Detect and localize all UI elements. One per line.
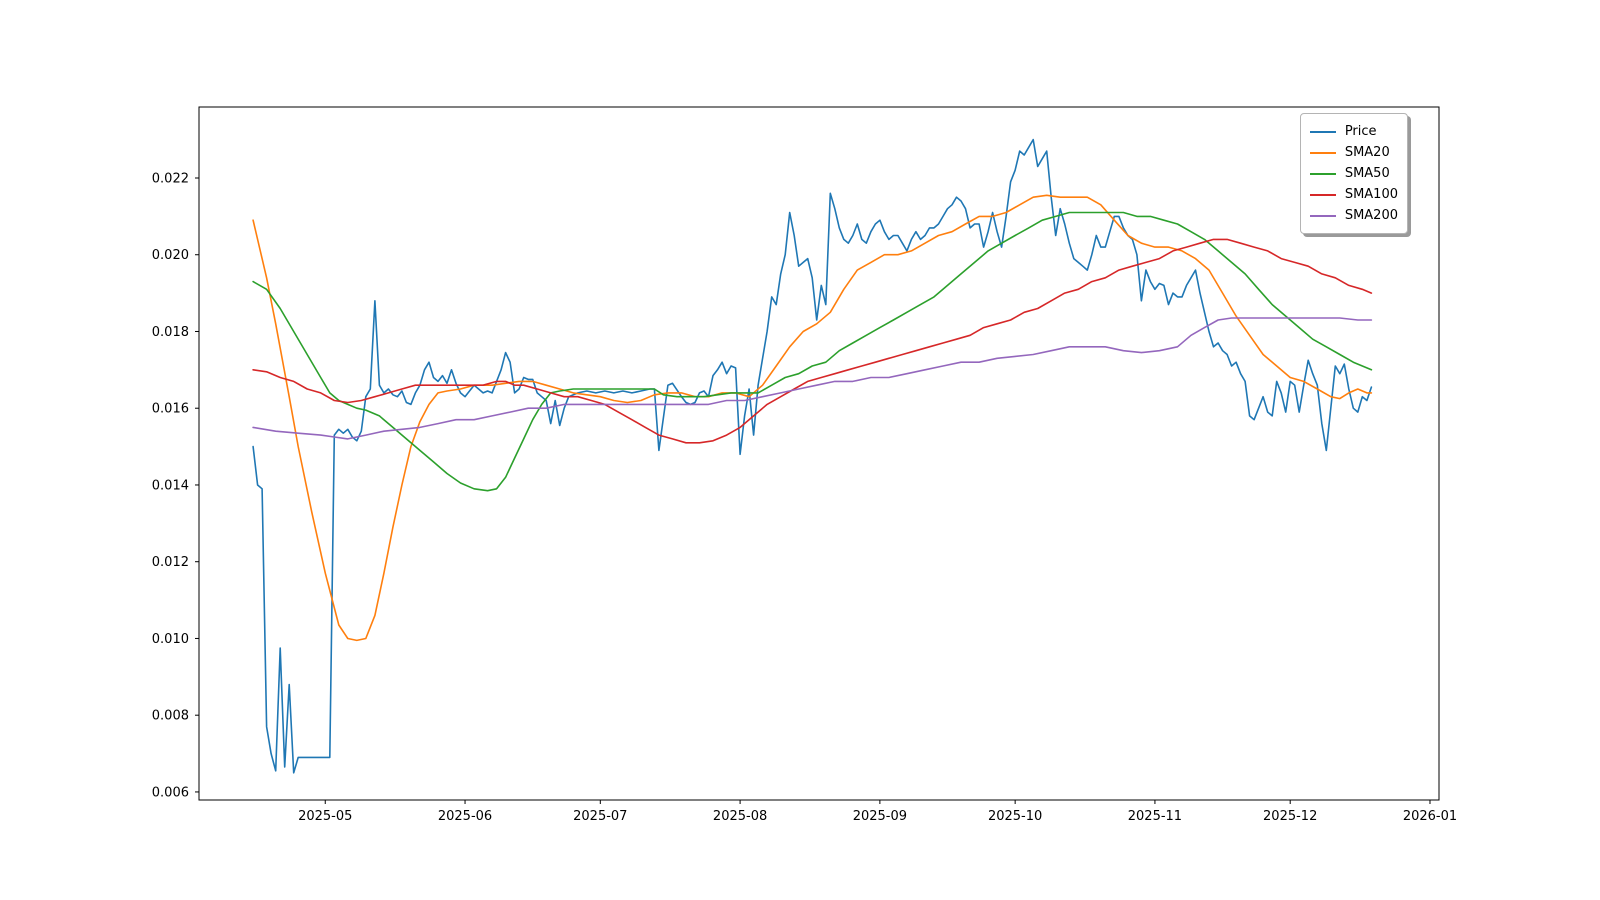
x-tick-label-2025-06: 2025-06 [438, 809, 492, 824]
legend-item-sma100: SMA100 [1309, 184, 1398, 205]
y-tick-label-0.016: 0.016 [152, 402, 189, 417]
sma20-line-sample [1309, 151, 1336, 154]
y-tick-label-0.022: 0.022 [152, 171, 189, 186]
x-tick-label-2025-09: 2025-09 [853, 809, 907, 824]
sma200-line-sample [1309, 214, 1336, 217]
sma20-line [252, 194, 1373, 642]
x-tick-label-2026-01: 2026-01 [1403, 809, 1457, 824]
price-line-sample [1309, 130, 1336, 133]
axes-border [198, 106, 1440, 801]
y-tick-label-0.014: 0.014 [152, 478, 189, 493]
legend-item-price: Price [1309, 121, 1398, 142]
x-tick-label-2025-10: 2025-10 [988, 809, 1042, 824]
sma50-line-sample [1309, 172, 1336, 175]
y-tick-label-0.018: 0.018 [152, 325, 189, 340]
legend-item-sma200: SMA200 [1309, 205, 1398, 226]
sma100-line-sample [1309, 193, 1336, 196]
legend-item-sma20: SMA20 [1309, 142, 1398, 163]
y-tick-label-0.008: 0.008 [152, 709, 189, 724]
x-tick-label-2025-11: 2025-11 [1128, 809, 1182, 824]
y-tick-label-0.012: 0.012 [152, 555, 189, 570]
x-tick-label-2025-12: 2025-12 [1263, 809, 1317, 824]
legend-label-sma200: SMA200 [1344, 208, 1398, 223]
x-tick-label-2025-07: 2025-07 [573, 809, 627, 824]
y-tick-label-0.006: 0.006 [152, 785, 189, 800]
y-tick-label-0.020: 0.020 [152, 248, 189, 263]
sma50-line [252, 211, 1373, 492]
legend-label-sma50: SMA50 [1344, 166, 1390, 181]
x-tick-label-2025-08: 2025-08 [713, 809, 767, 824]
legend-label-sma100: SMA100 [1344, 187, 1398, 202]
sma200-line [252, 317, 1373, 440]
legend-label-price: Price [1344, 124, 1377, 139]
sma100-line [252, 238, 1373, 444]
legend-item-sma50: SMA50 [1309, 163, 1398, 184]
y-tick-label-0.010: 0.010 [152, 632, 189, 647]
legend: Price SMA20 SMA50 SMA100 SMA200 [1299, 113, 1408, 234]
price-line [252, 138, 1373, 774]
x-tick-label-2025-05: 2025-05 [298, 809, 352, 824]
legend-label-sma20: SMA20 [1344, 145, 1390, 160]
